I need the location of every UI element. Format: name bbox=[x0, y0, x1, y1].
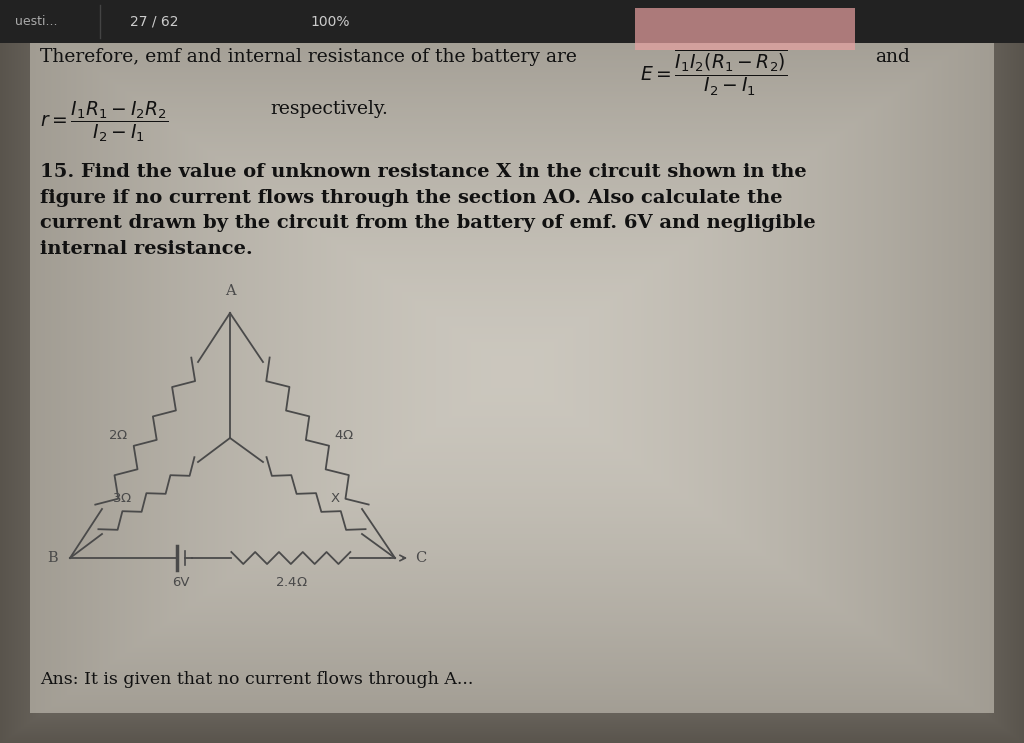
Text: B: B bbox=[47, 551, 58, 565]
Text: $3\Omega$: $3\Omega$ bbox=[112, 492, 132, 504]
Bar bbox=[0, 0, 1024, 43]
Text: X: X bbox=[331, 492, 340, 504]
Text: uesti...: uesti... bbox=[15, 15, 57, 28]
Text: A: A bbox=[224, 284, 236, 298]
Text: Therefore, emf and internal resistance of the battery are: Therefore, emf and internal resistance o… bbox=[40, 48, 583, 66]
Text: 15. Find the value of unknown resistance X in the circuit shown in the
figure if: 15. Find the value of unknown resistance… bbox=[40, 163, 816, 258]
Text: Ans: It is given that no current flows through A...: Ans: It is given that no current flows t… bbox=[40, 671, 473, 688]
Text: $4\Omega$: $4\Omega$ bbox=[335, 429, 354, 442]
Text: 100%: 100% bbox=[310, 15, 349, 28]
Text: $r = \dfrac{I_1R_1-I_2R_2}{I_2-I_1}$: $r = \dfrac{I_1R_1-I_2R_2}{I_2-I_1}$ bbox=[40, 100, 169, 144]
Text: and: and bbox=[874, 48, 910, 66]
Text: $2.4\Omega$: $2.4\Omega$ bbox=[274, 576, 307, 589]
Text: $E = \dfrac{\overline{I_1I_2(R_1-R_2)}}{I_2-I_1}$: $E = \dfrac{\overline{I_1I_2(R_1-R_2)}}{… bbox=[640, 48, 787, 98]
Text: respectively.: respectively. bbox=[270, 100, 388, 118]
Text: 6V: 6V bbox=[172, 576, 189, 589]
Text: C: C bbox=[415, 551, 426, 565]
Text: $2\Omega$: $2\Omega$ bbox=[108, 429, 128, 442]
Text: 27 / 62: 27 / 62 bbox=[130, 15, 178, 28]
Bar bbox=[635, 8, 855, 50]
